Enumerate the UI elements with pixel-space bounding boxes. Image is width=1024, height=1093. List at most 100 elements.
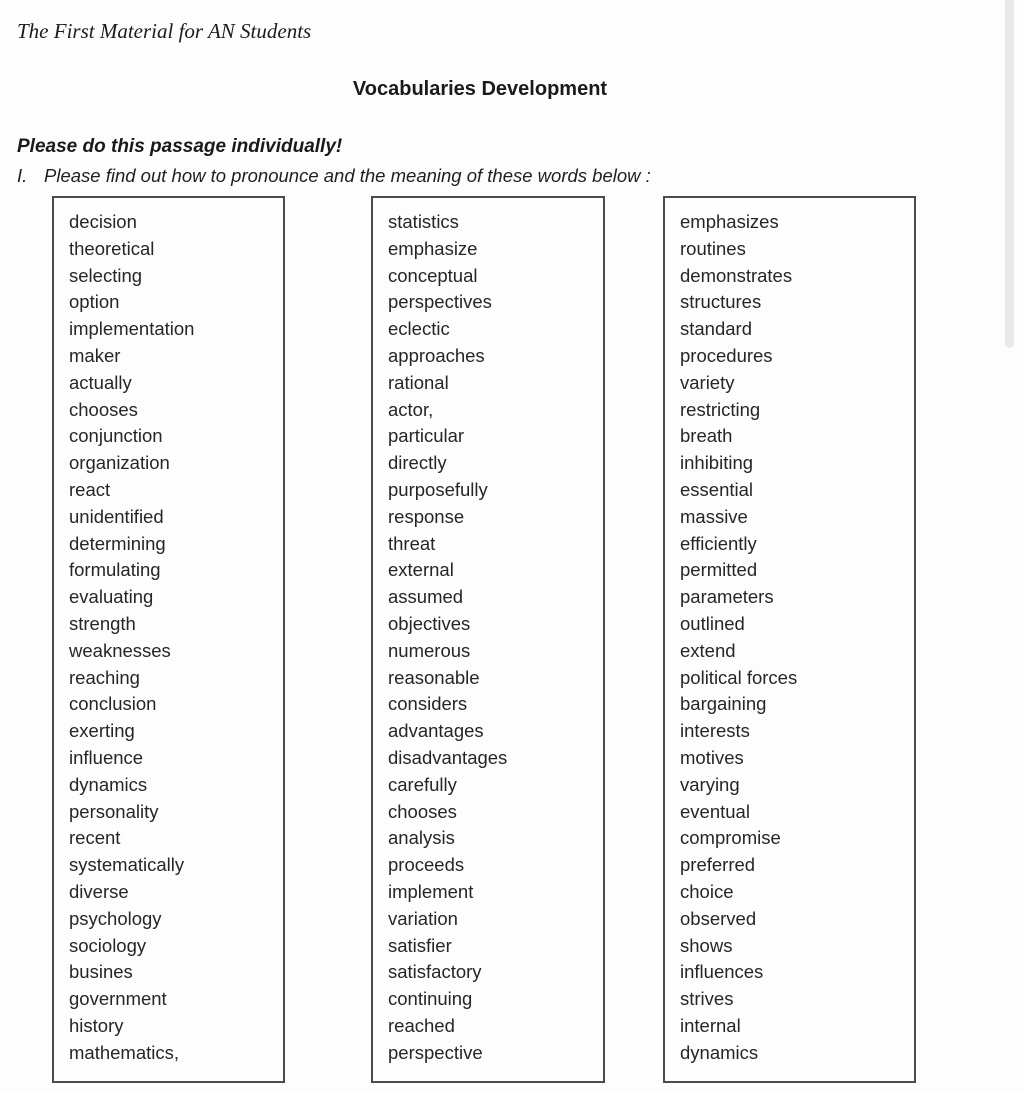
word-item: dynamics — [680, 1041, 759, 1063]
word-item: conclusion — [69, 693, 157, 715]
word-item: option — [69, 291, 120, 313]
word-item: compromise — [680, 827, 781, 849]
word-item: dynamics — [69, 773, 148, 795]
word-item: sociology — [69, 934, 147, 956]
word-item: reaching — [69, 666, 140, 688]
word-item: reached — [388, 1014, 455, 1036]
word-item: directly — [388, 452, 447, 474]
word-item: particular — [388, 425, 465, 447]
word-item: rational — [388, 371, 449, 393]
word-item: eclectic — [388, 318, 450, 340]
word-item: maker — [69, 344, 121, 366]
word-item: emphasizes — [680, 211, 779, 232]
word-box-2: statistics emphasize conceptual perspective… — [371, 196, 605, 1083]
word-item: analysis — [388, 827, 455, 849]
word-item: standard — [680, 318, 752, 340]
word-item: motives — [680, 746, 744, 768]
word-item: extend — [680, 639, 736, 661]
word-item: conceptual — [388, 264, 478, 286]
word-item: satisfactory — [388, 961, 482, 983]
word-item: reasonable — [388, 666, 480, 688]
word-item: strives — [680, 988, 734, 1010]
word-item: numerous — [388, 639, 471, 661]
word-item: bargaining — [680, 693, 767, 715]
word-item: satisfier — [388, 934, 452, 956]
word-item: formulating — [69, 559, 161, 581]
word-item: permitted — [680, 559, 758, 581]
word-item: interests — [680, 720, 750, 742]
word-item: proceeds — [388, 854, 465, 876]
word-item: breath — [680, 425, 733, 447]
word-item: efficiently — [680, 532, 757, 554]
word-item: variety — [680, 371, 735, 393]
word-item: varying — [680, 773, 740, 795]
word-item: threat — [388, 532, 436, 554]
word-item: actor, — [388, 398, 434, 420]
word-item: theoretical — [69, 237, 155, 259]
instruction-text: Please do this passage individually! — [17, 136, 343, 157]
word-box-1: decision theoretical selecting option implem… — [52, 196, 285, 1083]
task-line: I. Please find out how to pronounce and t… — [17, 165, 651, 187]
word-item: routines — [680, 237, 746, 259]
word-item: eventual — [680, 800, 750, 822]
word-item: massive — [680, 505, 748, 527]
document-title: The First Material for AN Students — [17, 19, 312, 43]
word-item: implement — [388, 880, 474, 902]
word-item: choice — [680, 880, 734, 902]
scrollbar-thumb[interactable] — [1005, 0, 1014, 348]
word-item: advantages — [388, 720, 484, 742]
word-item: response — [388, 505, 465, 527]
word-item: continuing — [388, 988, 473, 1010]
word-item: personality — [69, 800, 159, 822]
word-item: chooses — [69, 398, 138, 420]
word-item: assumed — [388, 586, 464, 608]
word-item: internal — [680, 1014, 741, 1036]
word-item: preferred — [680, 854, 756, 876]
word-item: considers — [388, 693, 468, 715]
word-item: implementation — [69, 318, 195, 340]
word-item: outlined — [680, 612, 745, 634]
word-item: perspectives — [388, 291, 492, 313]
word-item: systematically — [69, 854, 185, 876]
word-item: unidentified — [69, 505, 164, 527]
word-item: mathematics, — [69, 1041, 180, 1063]
word-item: actually — [69, 371, 132, 393]
word-item: influences — [680, 961, 764, 983]
task-text: Please find out how to pronounce and the… — [44, 165, 651, 186]
word-item: history — [69, 1014, 124, 1036]
word-item: react — [69, 478, 111, 500]
word-item: decision — [69, 211, 137, 232]
task-number: I. — [17, 165, 28, 186]
word-item: evaluating — [69, 586, 154, 608]
word-item: statistics — [388, 211, 459, 232]
word-item: external — [388, 559, 454, 581]
word-item: restricting — [680, 398, 761, 420]
word-item: busines — [69, 961, 133, 983]
word-item: shows — [680, 934, 733, 956]
word-item: demonstrates — [680, 264, 793, 286]
word-item: diverse — [69, 880, 129, 902]
word-item: weaknesses — [69, 639, 171, 661]
word-item: perspective — [388, 1041, 483, 1063]
word-item: carefully — [388, 773, 457, 795]
word-item: disadvantages — [388, 746, 508, 768]
word-item: structures — [680, 291, 762, 313]
word-item: objectives — [388, 612, 471, 634]
word-item: purposefully — [388, 478, 488, 500]
word-item: strength — [69, 612, 136, 634]
word-item: organization — [69, 452, 170, 474]
word-item: selecting — [69, 264, 143, 286]
word-item: chooses — [388, 800, 457, 822]
word-item: recent — [69, 827, 121, 849]
word-item: procedures — [680, 344, 773, 366]
word-item: variation — [388, 907, 458, 929]
word-item: psychology — [69, 907, 162, 929]
word-item: government — [69, 988, 167, 1010]
word-item: influence — [69, 746, 144, 768]
word-item: determining — [69, 532, 166, 554]
word-item: approaches — [388, 344, 485, 366]
word-item: inhibiting — [680, 452, 754, 474]
word-item: parameters — [680, 586, 774, 608]
word-item: conjunction — [69, 425, 163, 447]
